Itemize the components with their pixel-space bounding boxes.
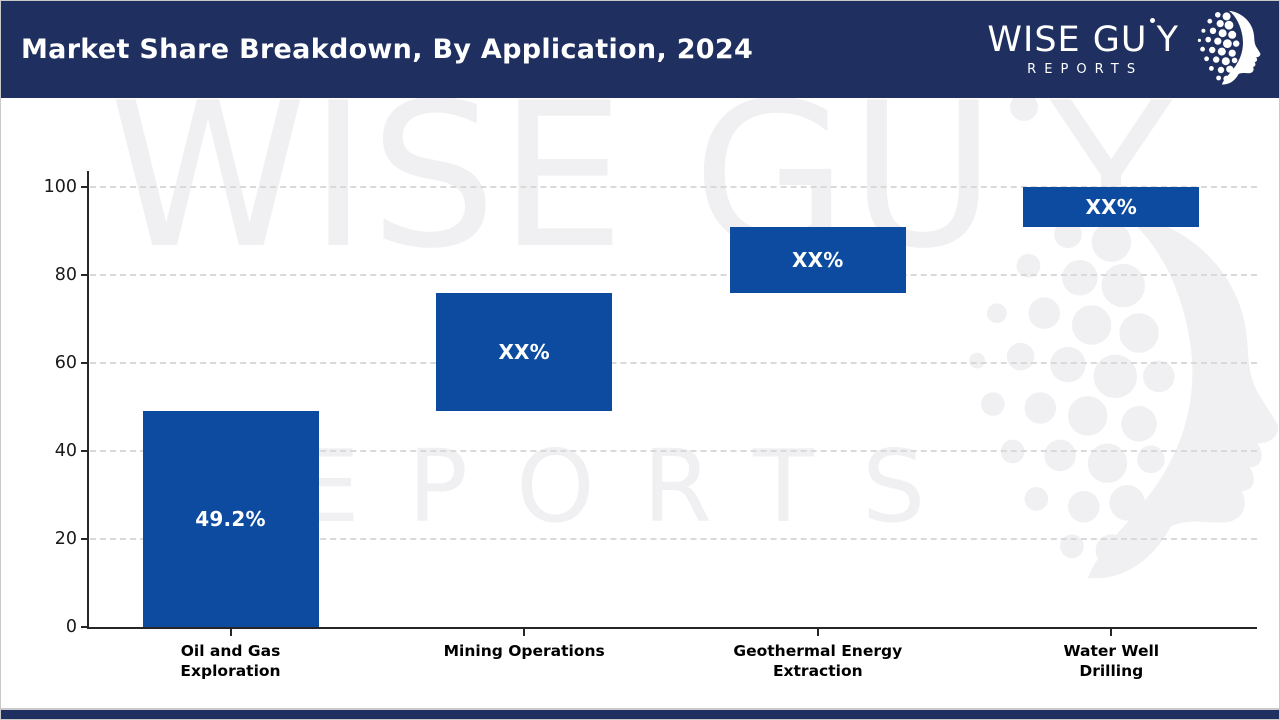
x-tick [229,629,232,636]
x-tick [1110,629,1113,636]
logo-dot [1149,18,1155,24]
y-tick-label: 60 [54,353,77,373]
y-gridline [90,274,1257,276]
y-gridline [90,450,1257,452]
bar-segment: XX% [1023,187,1200,227]
y-gridline [90,186,1257,188]
logo-text: WISE GU Y REPORTS [987,18,1179,77]
x-category-label: Oil and Gas Exploration [180,642,281,680]
bar-value-label: XX% [498,339,550,364]
x-category-label: Geothermal Energy Extraction [733,642,903,680]
axis-y [87,171,89,629]
logo-reports-line: REPORTS [1027,61,1144,77]
bar-segment: XX% [729,226,906,294]
bar-value-label: XX% [1085,194,1138,219]
y-tick [81,626,89,628]
header-banner: Market Share Breakdown, By Application, … [1,1,1279,98]
bar-value-label: 49.2% [195,506,266,531]
wise-guy-reports-logo: WISE GU Y REPORTS [987,6,1279,94]
axis-x [87,627,1257,629]
chart-title: Market Share Breakdown, By Application, … [21,34,754,65]
x-category-label: Water Well Drilling [1063,642,1160,680]
x-tick [816,629,819,636]
y-tick [81,538,89,540]
y-tick-label: 80 [54,265,77,285]
y-tick [81,362,89,364]
y-tick [81,274,89,276]
y-gridline [90,538,1257,540]
bar-segment: 49.2% [142,410,319,627]
y-tick-label: 40 [54,441,77,461]
logo-brand-line: WISE GU Y [987,18,1179,60]
y-tick-label: 100 [43,177,77,197]
y-gridline [90,362,1257,364]
y-tick [81,186,89,188]
y-tick [81,450,89,452]
footer-bar [1,710,1279,719]
bar-value-label: XX% [792,248,844,273]
y-tick-label: 0 [65,617,77,637]
x-tick [523,629,526,636]
y-tick-label: 20 [54,529,77,549]
bar-segment: XX% [436,293,613,411]
bottom-divider-line [1,708,1279,710]
x-category-label: Mining Operations [443,642,605,660]
